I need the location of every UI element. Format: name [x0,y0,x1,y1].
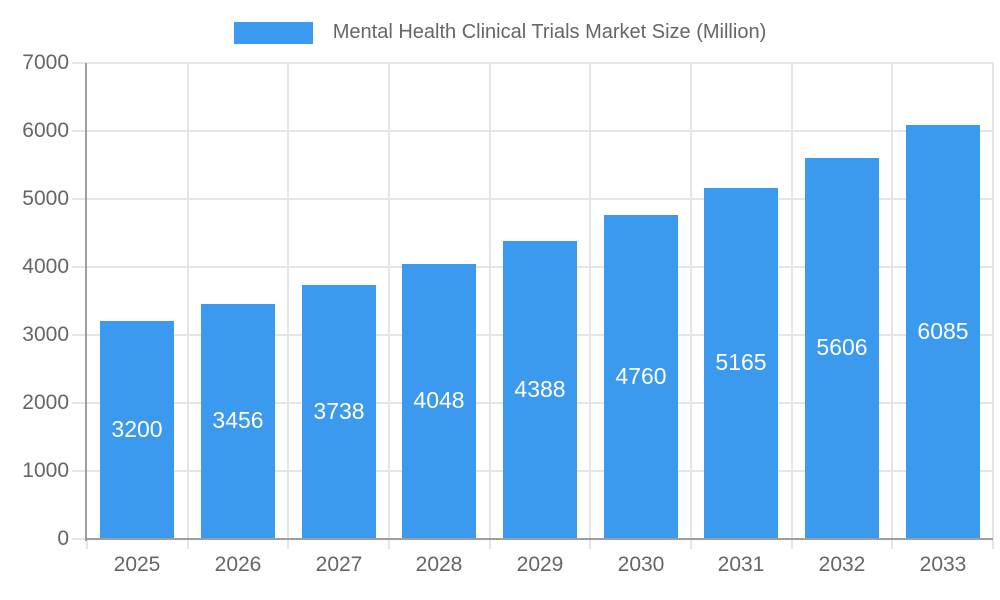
bar [704,188,778,539]
bar [302,285,376,539]
y-tick-label: 1000 [22,459,69,482]
x-tick-label: 2027 [315,553,363,576]
y-axis-tick [72,538,87,540]
x-tick-label: 2025 [113,553,161,576]
y-axis-tick [72,334,87,336]
grid-line-v [388,63,390,539]
x-axis-tick [489,540,491,549]
y-tick-label: 7000 [22,51,69,74]
y-axis-tick [72,266,87,268]
bar-value-label: 3200 [111,416,163,442]
x-tick-label: 2032 [818,553,866,576]
grid-line-h [87,130,993,132]
bar-value-label: 4760 [615,363,667,389]
y-tick-label: 3000 [22,323,69,346]
x-axis-tick [187,540,189,549]
grid-line-v [992,63,994,539]
y-tick-label: 4000 [22,255,69,278]
x-axis-line [85,538,993,540]
bar [805,158,879,539]
grid-line-h [87,198,993,200]
grid-line-v [489,63,491,539]
grid-line-h [87,62,993,64]
y-tick-label: 0 [57,527,69,550]
bar-value-label: 3738 [313,398,365,424]
bar [201,304,275,539]
grid-line-v [187,63,189,539]
x-tick-label: 2026 [214,553,262,576]
legend-swatch-icon [233,21,313,44]
x-tick-label: 2030 [617,553,665,576]
y-tick-label: 2000 [22,391,69,414]
bar [906,125,980,539]
x-tick-label: 2031 [717,553,765,576]
x-axis-tick [589,540,591,549]
y-axis-tick [72,198,87,200]
y-tick-label: 5000 [22,187,69,210]
bar [100,321,174,539]
x-tick-label: 2029 [516,553,564,576]
grid-line-v [891,63,893,539]
bar-value-label: 3456 [212,407,264,433]
grid-line-v [589,63,591,539]
x-axis-tick [287,540,289,549]
bar-value-label: 5606 [816,334,868,360]
x-axis-tick [992,540,994,549]
bar [503,241,577,539]
y-axis-tick [72,62,87,64]
bar [604,215,678,539]
bar-value-label: 5165 [715,349,767,375]
bar-value-label: 4388 [514,376,566,402]
x-axis-tick [86,540,88,549]
x-axis-tick [690,540,692,549]
y-axis-tick [72,130,87,132]
y-axis-tick [72,470,87,472]
bar-value-label: 4048 [413,387,465,413]
legend-label: Mental Health Clinical Trials Market Siz… [332,21,767,43]
x-axis-tick [891,540,893,549]
y-axis-line [85,63,87,541]
bar-value-label: 6085 [917,318,969,344]
grid-line-v [287,63,289,539]
y-tick-label: 6000 [22,119,69,142]
x-axis-tick [388,540,390,549]
x-tick-label: 2033 [919,553,967,576]
legend[interactable]: Mental Health Clinical Trials Market Siz… [0,21,1000,44]
x-tick-label: 2028 [415,553,463,576]
grid-line-v [690,63,692,539]
grid-line-v [791,63,793,539]
x-axis-tick [791,540,793,549]
y-axis-tick [72,402,87,404]
bar [402,264,476,539]
